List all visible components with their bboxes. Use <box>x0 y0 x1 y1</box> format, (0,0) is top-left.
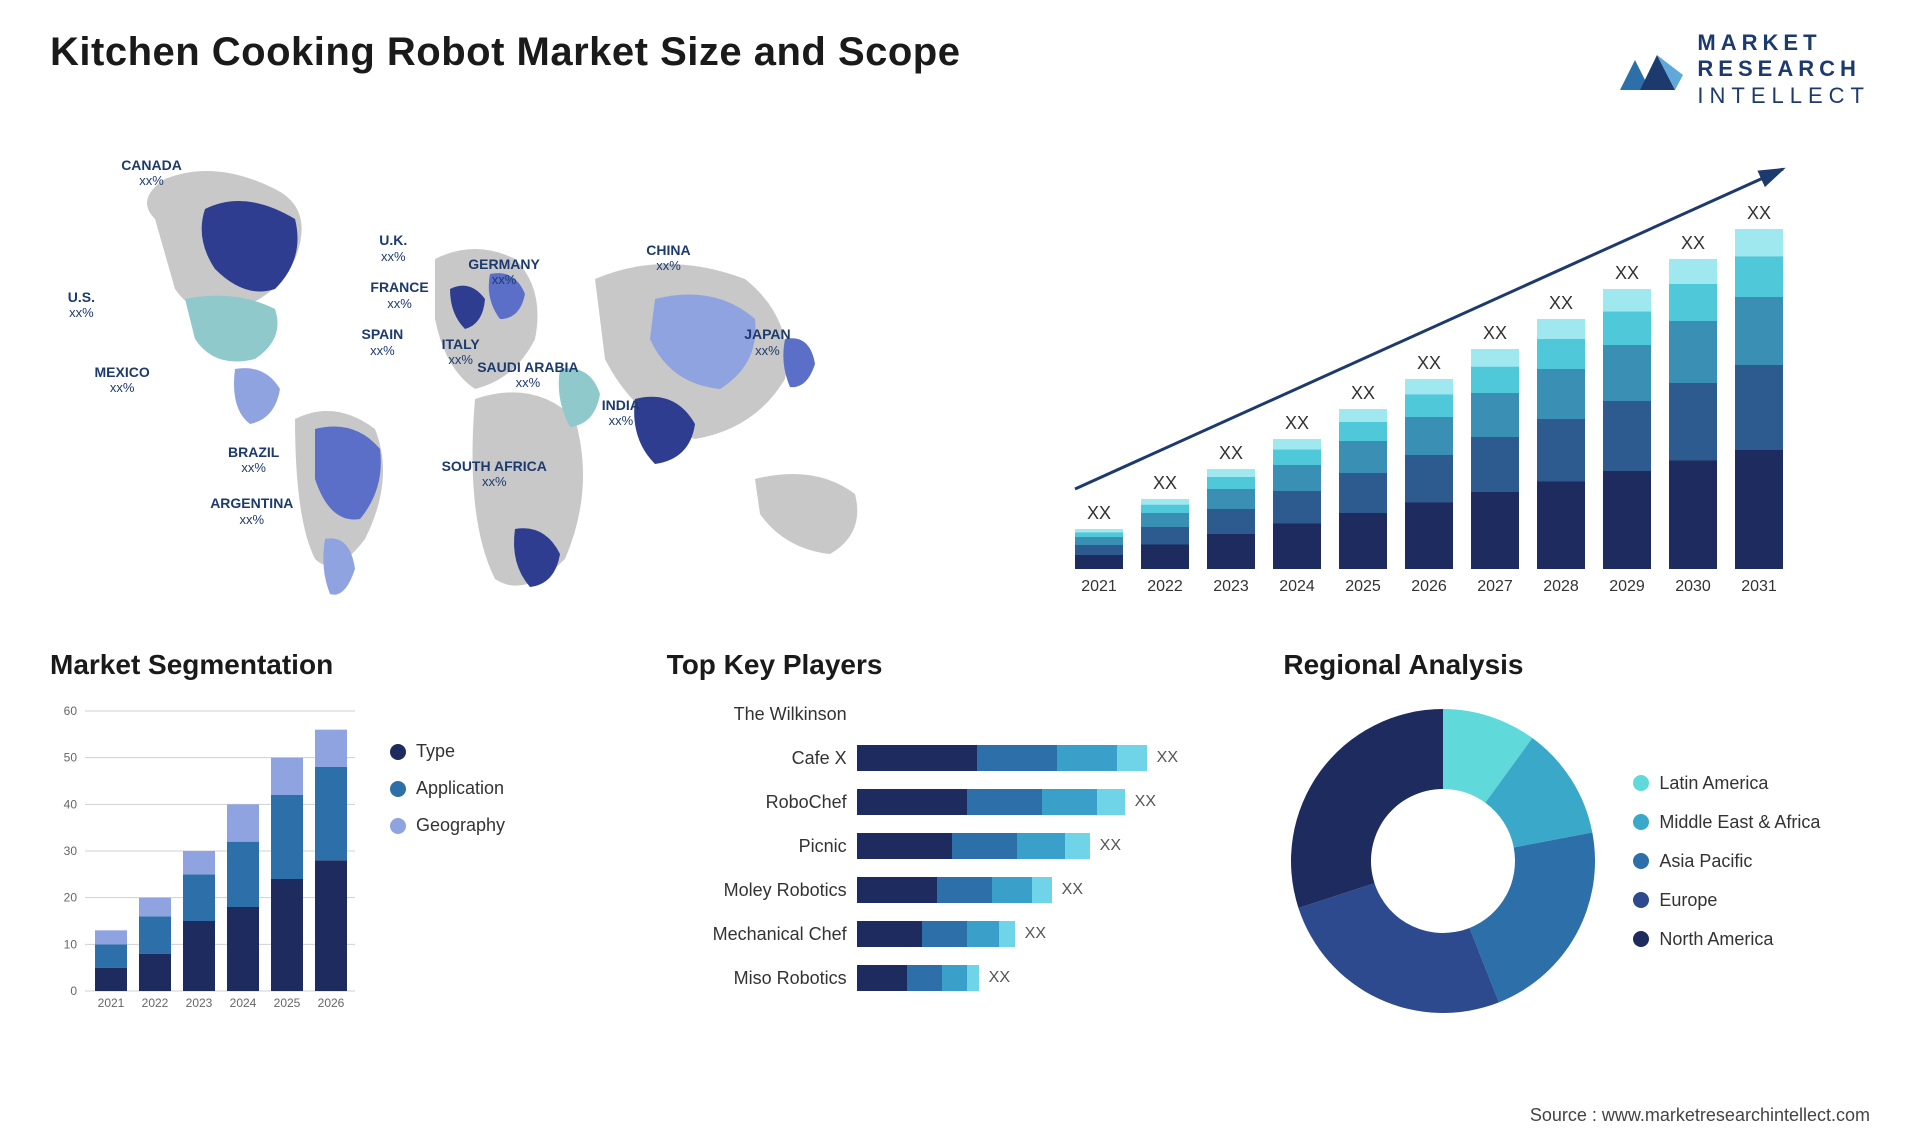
svg-text:2026: 2026 <box>318 996 345 1010</box>
svg-text:2021: 2021 <box>1081 578 1117 595</box>
segmentation-chart: 0 10 20 30 40 50 60 2021 2022 2023 2024 2025 2026 <box>50 701 370 1021</box>
player-bars: XX XX XX XX XX XX <box>857 701 1254 991</box>
legend-item: Latin America <box>1633 773 1820 794</box>
svg-text:XX: XX <box>1549 293 1573 313</box>
svg-text:2023: 2023 <box>1213 578 1249 595</box>
svg-text:10: 10 <box>64 938 78 952</box>
player-name: Moley Robotics <box>667 877 847 903</box>
regional-panel: Regional Analysis Latin America Middle Ea… <box>1283 649 1870 1069</box>
player-bar-row: XX <box>857 877 1254 903</box>
svg-text:XX: XX <box>1153 473 1177 493</box>
player-bar-row: XX <box>857 745 1254 771</box>
player-bar-row: XX <box>857 833 1254 859</box>
segmentation-title: Market Segmentation <box>50 649 637 681</box>
svg-text:0: 0 <box>70 984 77 998</box>
country-label: BRAZILxx% <box>228 445 279 476</box>
regional-donut <box>1283 701 1603 1021</box>
logo-line2: RESEARCH <box>1697 56 1870 82</box>
legend-item: Asia Pacific <box>1633 851 1820 872</box>
country-label: CHINAxx% <box>646 243 690 274</box>
svg-text:60: 60 <box>64 704 78 718</box>
svg-text:30: 30 <box>64 844 78 858</box>
player-bar-row <box>857 701 1254 727</box>
svg-text:XX: XX <box>1219 443 1243 463</box>
country-label: SPAINxx% <box>362 327 404 358</box>
svg-text:2029: 2029 <box>1609 578 1645 595</box>
country-label: U.K.xx% <box>379 233 407 264</box>
growth-chart: XX 2021 XX 2022 XX 2023 XX 2024 XX 2025 XX 2026 XX 20… <box>980 139 1870 609</box>
country-label: MEXICOxx% <box>95 365 150 396</box>
segmentation-legend: Type Application Geography <box>390 701 505 836</box>
svg-text:2026: 2026 <box>1411 578 1447 595</box>
regional-legend: Latin America Middle East & Africa Asia Pa… <box>1633 773 1820 950</box>
player-bar-row: XX <box>857 921 1254 947</box>
svg-text:2024: 2024 <box>230 996 257 1010</box>
legend-item: Application <box>390 778 505 799</box>
svg-text:2023: 2023 <box>186 996 213 1010</box>
player-bar-row: XX <box>857 965 1254 991</box>
top-players-panel: Top Key Players The Wilkinson Cafe X RoboC… <box>667 649 1254 1069</box>
country-label: SAUDI ARABIAxx% <box>477 360 578 391</box>
svg-text:XX: XX <box>1417 353 1441 373</box>
svg-text:2025: 2025 <box>274 996 301 1010</box>
svg-text:XX: XX <box>1615 263 1639 283</box>
legend-item: North America <box>1633 929 1820 950</box>
svg-text:2022: 2022 <box>1147 578 1183 595</box>
country-label: INDIAxx% <box>602 398 640 429</box>
svg-text:2021: 2021 <box>98 996 125 1010</box>
logo-line3: INTELLECT <box>1697 83 1870 109</box>
player-name: Picnic <box>667 833 847 859</box>
logo-line1: MARKET <box>1697 30 1870 56</box>
svg-text:XX: XX <box>1285 413 1309 433</box>
country-label: ARGENTINAxx% <box>210 496 293 527</box>
country-label: U.S.xx% <box>68 290 95 321</box>
svg-text:40: 40 <box>64 798 78 812</box>
svg-text:2028: 2028 <box>1543 578 1579 595</box>
player-name: RoboChef <box>667 789 847 815</box>
country-label: SOUTH AFRICAxx% <box>442 459 547 490</box>
svg-text:2025: 2025 <box>1345 578 1381 595</box>
country-label: GERMANYxx% <box>468 257 540 288</box>
player-names: The Wilkinson Cafe X RoboChef Picnic Moley R… <box>667 701 847 991</box>
svg-text:XX: XX <box>1087 503 1111 523</box>
player-name: Mechanical Chef <box>667 921 847 947</box>
svg-text:XX: XX <box>1747 203 1771 223</box>
svg-text:2022: 2022 <box>142 996 169 1010</box>
svg-text:2030: 2030 <box>1675 578 1711 595</box>
player-name: Miso Robotics <box>667 965 847 991</box>
top-players-title: Top Key Players <box>667 649 1254 681</box>
country-label: ITALYxx% <box>442 337 480 368</box>
world-map-panel: CANADAxx% U.S.xx% MEXICOxx% BRAZILxx% ARGENT… <box>50 139 940 609</box>
country-label: FRANCExx% <box>370 280 428 311</box>
regional-title: Regional Analysis <box>1283 649 1870 681</box>
player-name: The Wilkinson <box>667 701 847 727</box>
player-name: Cafe X <box>667 745 847 771</box>
country-label: JAPANxx% <box>744 327 790 358</box>
logo-icon <box>1615 40 1685 100</box>
legend-item: Europe <box>1633 890 1820 911</box>
svg-text:20: 20 <box>64 891 78 905</box>
svg-text:XX: XX <box>1351 383 1375 403</box>
svg-text:XX: XX <box>1681 233 1705 253</box>
svg-text:2027: 2027 <box>1477 578 1513 595</box>
legend-item: Type <box>390 741 505 762</box>
svg-text:XX: XX <box>1483 323 1507 343</box>
legend-item: Middle East & Africa <box>1633 812 1820 833</box>
svg-text:2031: 2031 <box>1741 578 1777 595</box>
source-attribution: Source : www.marketresearchintellect.com <box>1530 1105 1870 1126</box>
brand-logo: MARKET RESEARCH INTELLECT <box>1615 30 1870 109</box>
segmentation-panel: Market Segmentation 0 10 20 30 40 50 60 2021 202… <box>50 649 637 1069</box>
page-title: Kitchen Cooking Robot Market Size and Sc… <box>50 30 960 75</box>
growth-chart-panel: XX 2021 XX 2022 XX 2023 XX 2024 XX 2025 XX 2026 XX 20… <box>980 139 1870 609</box>
svg-text:50: 50 <box>64 751 78 765</box>
country-label: CANADAxx% <box>121 158 182 189</box>
player-bar-row: XX <box>857 789 1254 815</box>
legend-item: Geography <box>390 815 505 836</box>
svg-text:2024: 2024 <box>1279 578 1315 595</box>
